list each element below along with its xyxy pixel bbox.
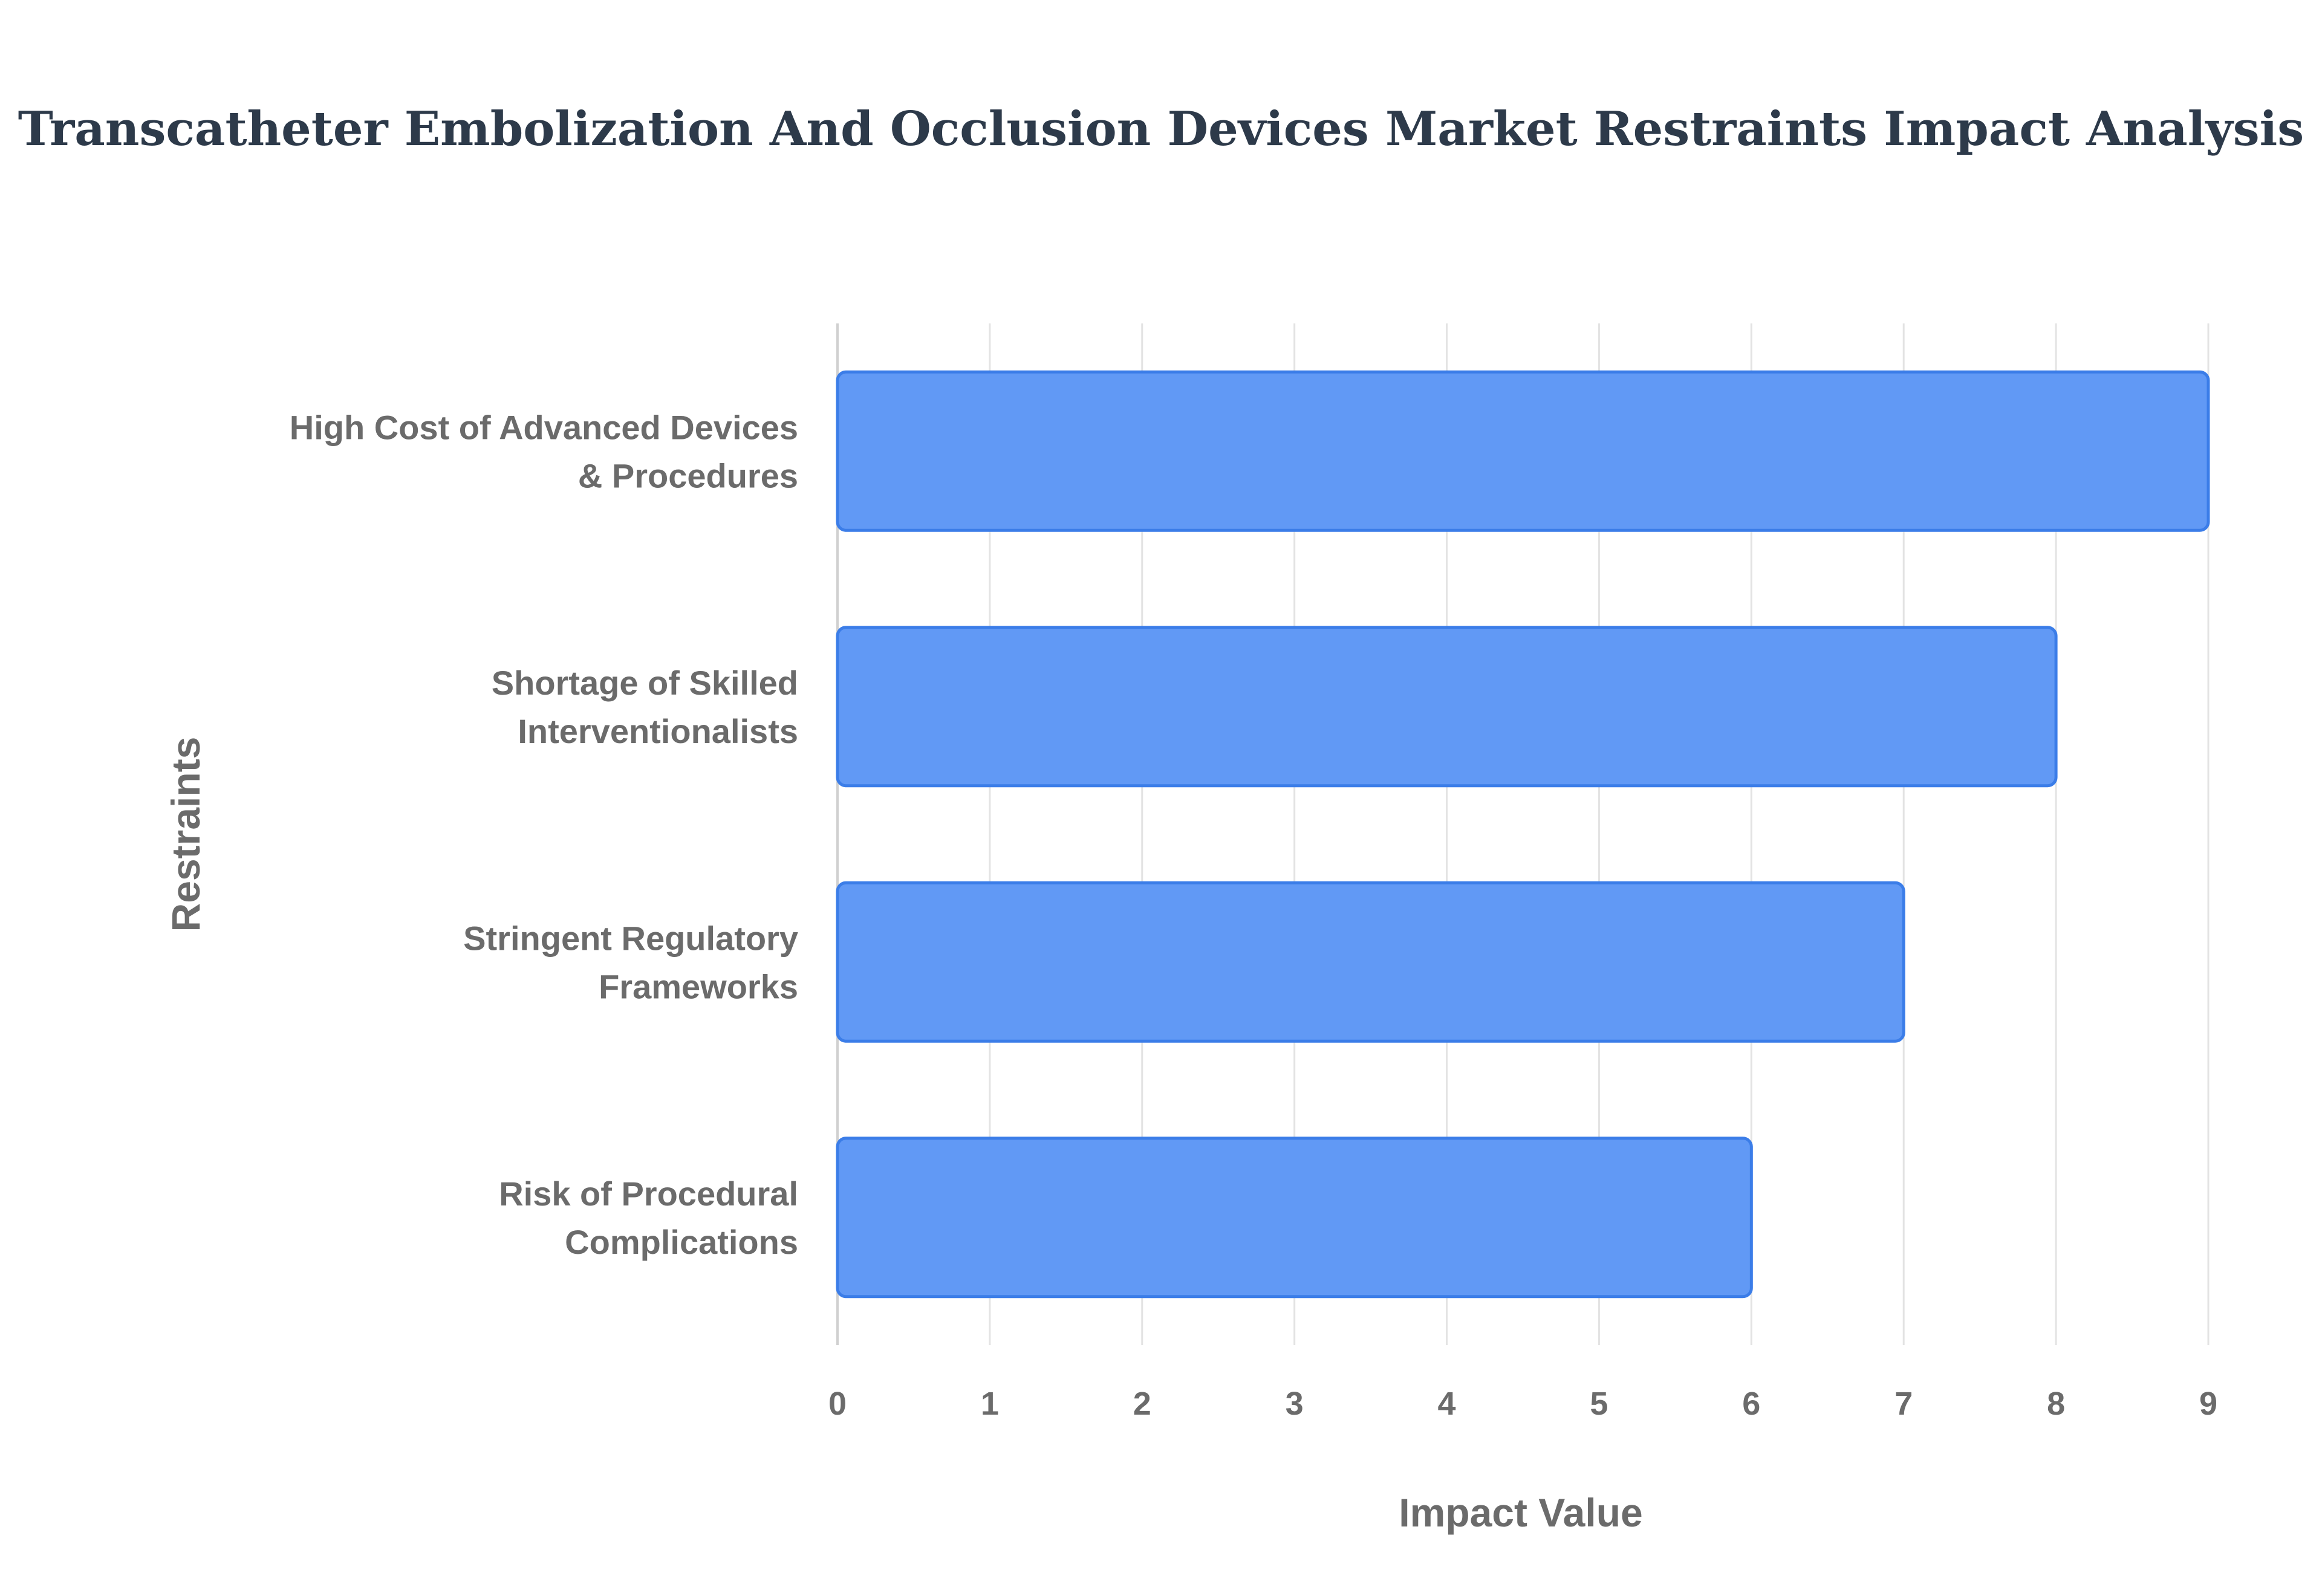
category-label: Stringent Regulatory Frameworks — [463, 919, 798, 1005]
x-axis-title: Impact Value — [1399, 1490, 1643, 1535]
x-tick-label: 8 — [2047, 1386, 2065, 1422]
x-tick-label: 1 — [981, 1386, 999, 1422]
x-tick-label: 9 — [2199, 1386, 2217, 1422]
x-tick-label: 6 — [1742, 1386, 1760, 1422]
category-label: High Cost of Advanced Devices & Procedure… — [290, 408, 798, 495]
bar — [836, 881, 1905, 1043]
bar — [836, 626, 2058, 788]
x-tick-label: 3 — [1286, 1386, 1304, 1422]
x-tick-labels: 0 1 2 3 4 5 6 7 8 9 — [828, 1386, 2217, 1422]
x-tick-label: 4 — [1438, 1386, 1456, 1422]
bar — [836, 1137, 1753, 1299]
x-tick-label: 7 — [1894, 1386, 1913, 1422]
x-tick-label: 0 — [828, 1386, 847, 1422]
bars — [836, 370, 2210, 1299]
x-tick-label: 5 — [1590, 1386, 1608, 1422]
bar — [836, 370, 2210, 532]
category-label: Risk of Procedural Complications — [499, 1175, 798, 1261]
chart-title: Transcatheter Embolization And Occlusion… — [18, 102, 2304, 157]
category-label: Shortage of Skilled Interventionalists — [492, 664, 798, 750]
x-tick-label: 2 — [1133, 1386, 1151, 1422]
category-labels: High Cost of Advanced Devices & Procedure… — [290, 408, 798, 1261]
y-axis-title: Restraints — [163, 737, 208, 932]
